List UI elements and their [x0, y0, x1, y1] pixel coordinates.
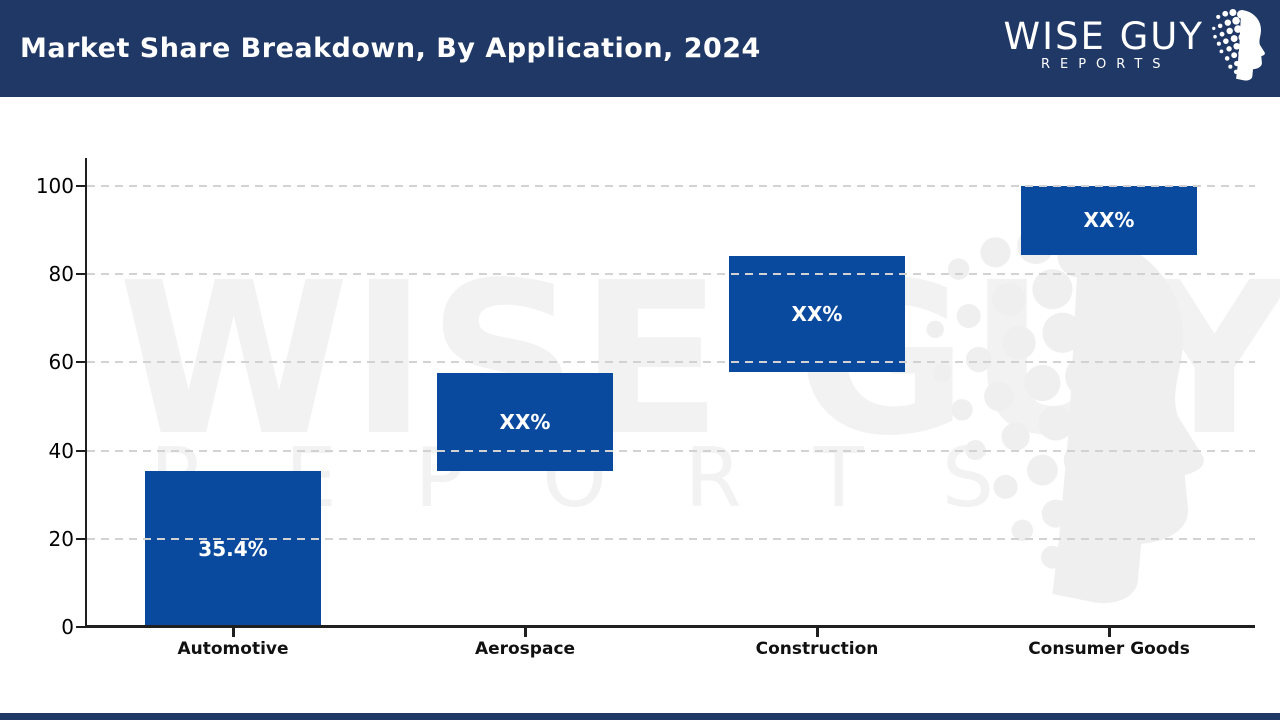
- bar: [145, 470, 321, 627]
- y-tick: [76, 185, 85, 187]
- y-tick: [76, 273, 85, 276]
- y-tick: [76, 449, 85, 452]
- footer-bar: [0, 713, 1280, 720]
- x-tick: [231, 628, 235, 637]
- y-axis-line: [85, 158, 87, 628]
- logo-wordmark-line2: REPORTS: [1040, 57, 1171, 73]
- y-gridline: [87, 449, 1255, 452]
- bar: [1021, 186, 1197, 255]
- bar: [437, 372, 613, 471]
- bar-value-label: XX%: [499, 409, 551, 434]
- x-tick: [1107, 628, 1111, 637]
- header-bar: Market Share Breakdown, By Application, …: [0, 0, 1280, 97]
- y-tick: [76, 537, 85, 540]
- watermark-head-icon: [895, 222, 1230, 611]
- y-tick-label: 0: [61, 615, 74, 639]
- bar: [729, 256, 905, 372]
- brand-logo: WISE GUY REPORTS: [1004, 8, 1270, 82]
- x-tick: [523, 628, 527, 637]
- y-tick-label: 20: [48, 526, 74, 551]
- x-category-label: Automotive: [177, 639, 289, 659]
- y-gridline: [87, 273, 1255, 276]
- logo-head-icon: [1206, 8, 1270, 82]
- x-axis-line: [85, 625, 1255, 628]
- bar-value-label: XX%: [1083, 208, 1135, 233]
- bar-value-label: XX%: [791, 301, 843, 326]
- y-tick: [76, 361, 85, 364]
- y-tick-label: 80: [48, 262, 74, 287]
- y-gridline: [87, 185, 1255, 187]
- x-category-label: Construction: [755, 639, 879, 659]
- y-tick-label: 40: [48, 438, 74, 463]
- logo-wordmark: WISE GUY REPORTS: [1003, 14, 1204, 73]
- y-gridline: [87, 537, 1255, 540]
- bar-value-label: 35.4%: [198, 536, 268, 561]
- y-gridline: [87, 361, 1255, 364]
- y-tick-label: 60: [48, 350, 74, 375]
- page-title: Market Share Breakdown, By Application, …: [20, 33, 761, 64]
- x-category-label: Aerospace: [474, 639, 576, 659]
- x-category-label: Consumer Goods: [1028, 639, 1190, 659]
- x-tick: [815, 628, 819, 637]
- y-tick: [76, 626, 85, 628]
- logo-wordmark-line1: WISE GUY: [1003, 14, 1204, 58]
- y-tick-label: 100: [35, 174, 74, 198]
